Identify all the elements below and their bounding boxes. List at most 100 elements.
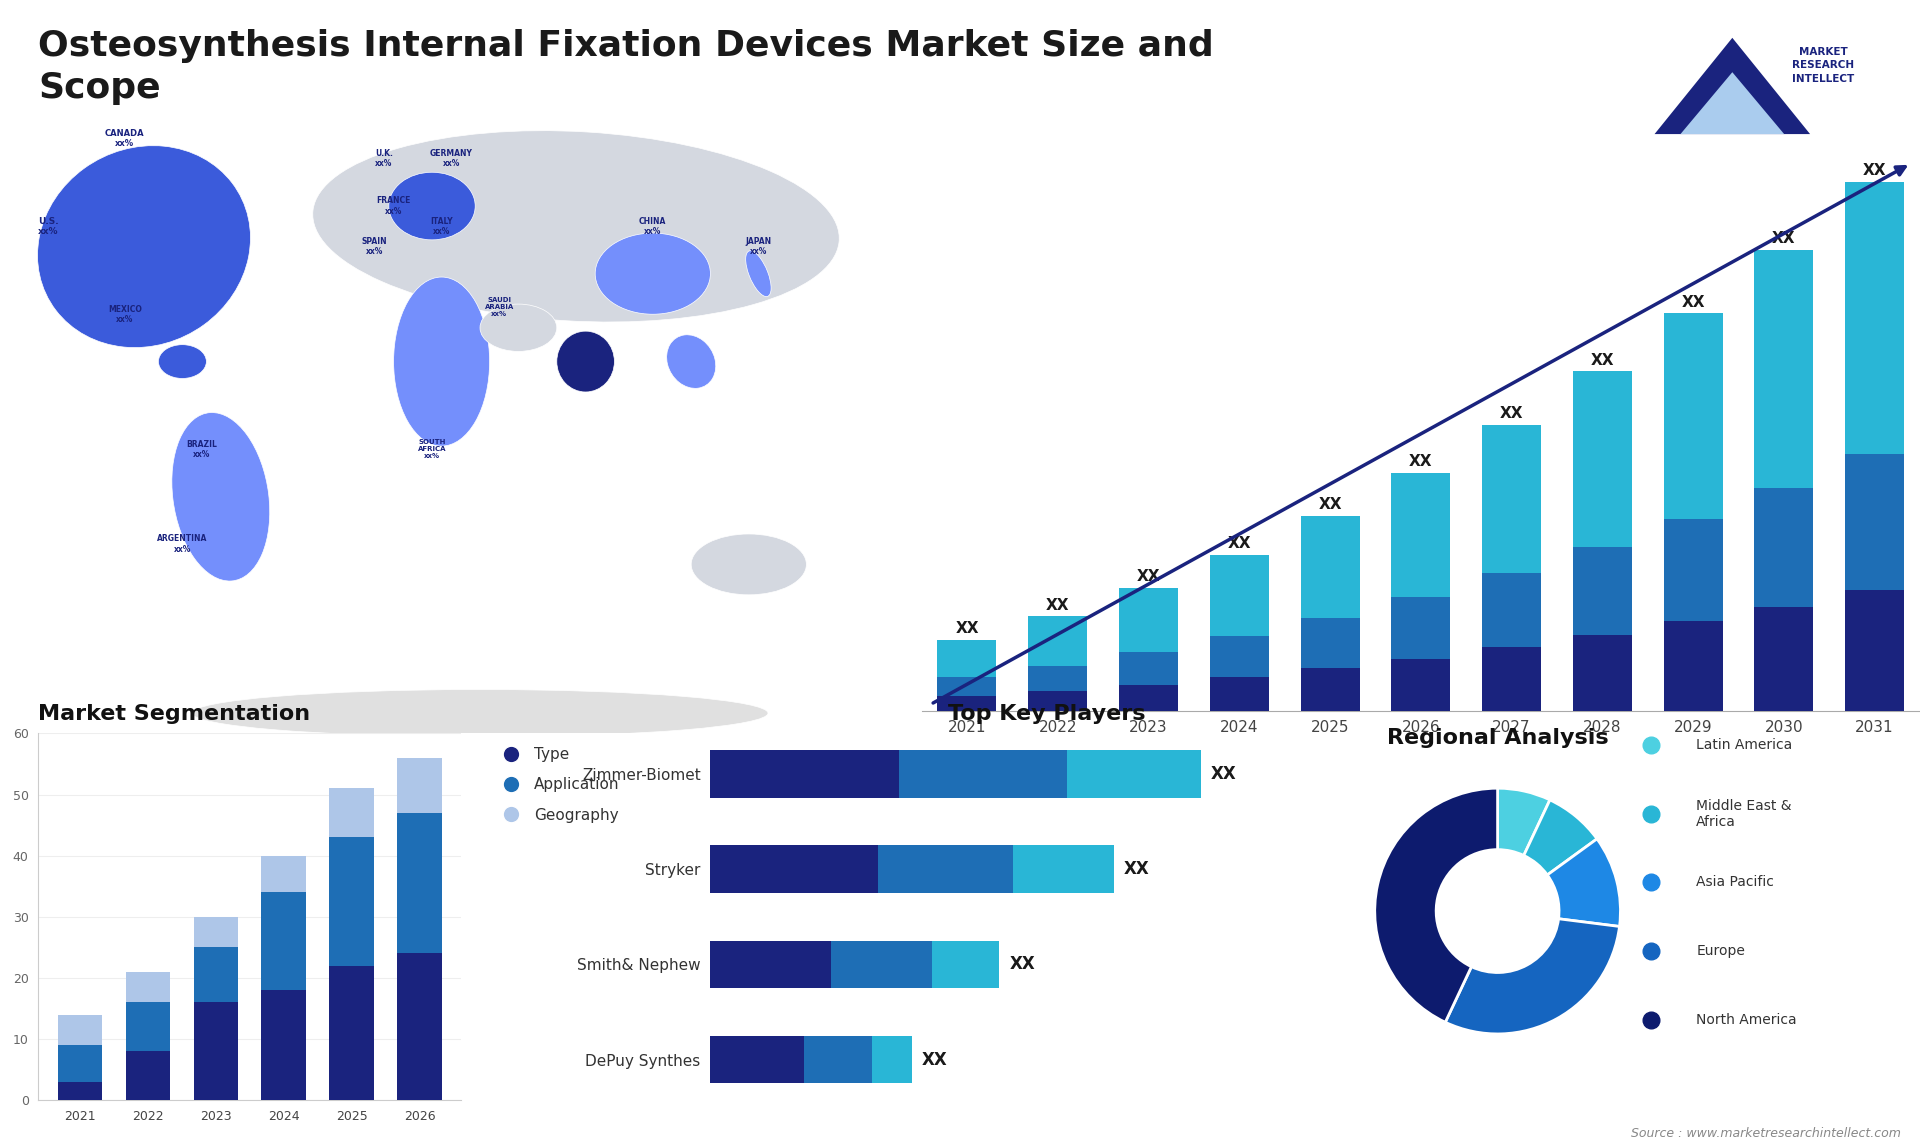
Wedge shape xyxy=(1375,788,1498,1022)
Wedge shape xyxy=(1548,839,1620,926)
Bar xyxy=(1210,677,1269,711)
Text: XX: XX xyxy=(1010,956,1035,973)
Text: XX: XX xyxy=(1772,231,1795,246)
Bar xyxy=(877,846,1014,893)
Title: Top Key Players: Top Key Players xyxy=(948,704,1144,723)
Text: XX: XX xyxy=(1123,861,1150,878)
Text: CANADA
xx%: CANADA xx% xyxy=(106,128,144,148)
Bar xyxy=(1482,573,1542,647)
Bar xyxy=(58,1014,102,1045)
Text: MARKET
RESEARCH
INTELLECT: MARKET RESEARCH INTELLECT xyxy=(1791,47,1855,84)
Text: XX: XX xyxy=(1682,295,1705,309)
Text: North America: North America xyxy=(1695,1013,1797,1027)
Wedge shape xyxy=(1498,788,1549,855)
Legend: Type, Application, Geography: Type, Application, Geography xyxy=(490,741,626,829)
Bar xyxy=(831,941,931,988)
Title: Regional Analysis: Regional Analysis xyxy=(1386,728,1609,747)
Bar xyxy=(194,917,238,948)
Text: XX: XX xyxy=(1590,353,1615,368)
Ellipse shape xyxy=(173,413,269,581)
Bar xyxy=(1029,617,1087,666)
Ellipse shape xyxy=(557,331,614,392)
Bar xyxy=(397,758,442,813)
Bar xyxy=(261,856,305,893)
Bar xyxy=(58,1045,102,1082)
Bar xyxy=(194,948,238,1003)
Text: Europe: Europe xyxy=(1695,944,1745,958)
Bar xyxy=(1029,666,1087,691)
Ellipse shape xyxy=(595,233,710,314)
Bar xyxy=(1663,313,1722,519)
Bar xyxy=(1119,588,1179,652)
Bar xyxy=(1663,519,1722,621)
Text: CHINA
xx%: CHINA xx% xyxy=(639,217,666,236)
Ellipse shape xyxy=(666,335,716,388)
Bar xyxy=(1755,606,1812,711)
Text: U.K.
xx%: U.K. xx% xyxy=(374,149,394,168)
Bar xyxy=(1300,668,1359,711)
Bar xyxy=(330,788,374,838)
Text: Osteosynthesis Internal Fixation Devices Market Size and
Scope: Osteosynthesis Internal Fixation Devices… xyxy=(38,29,1213,104)
Ellipse shape xyxy=(388,172,476,240)
Bar xyxy=(1210,555,1269,636)
Text: SPAIN
xx%: SPAIN xx% xyxy=(361,237,388,257)
Bar xyxy=(1068,751,1202,798)
Bar xyxy=(1029,691,1087,711)
Bar xyxy=(1210,636,1269,677)
Text: XX: XX xyxy=(922,1051,948,1069)
Text: MEXICO
xx%: MEXICO xx% xyxy=(108,305,142,324)
Bar xyxy=(397,953,442,1100)
Text: ITALY
xx%: ITALY xx% xyxy=(430,217,453,236)
Bar xyxy=(710,846,877,893)
Text: ARGENTINA
xx%: ARGENTINA xx% xyxy=(157,534,207,554)
Bar xyxy=(1845,454,1905,590)
Bar xyxy=(872,1036,912,1083)
Text: XX: XX xyxy=(1137,570,1160,584)
Polygon shape xyxy=(1655,38,1811,134)
Bar xyxy=(194,1003,238,1100)
Text: SOUTH
AFRICA
xx%: SOUTH AFRICA xx% xyxy=(419,439,445,460)
Bar xyxy=(1572,547,1632,635)
Text: U.S.
xx%: U.S. xx% xyxy=(38,217,58,236)
Bar xyxy=(58,1082,102,1100)
Bar xyxy=(1572,635,1632,711)
Ellipse shape xyxy=(394,277,490,446)
Text: Middle East &
Africa: Middle East & Africa xyxy=(1695,799,1791,829)
Text: XX: XX xyxy=(1500,406,1523,421)
Text: SAUDI
ARABIA
xx%: SAUDI ARABIA xx% xyxy=(484,298,515,317)
Text: XX: XX xyxy=(1319,497,1342,512)
Ellipse shape xyxy=(480,304,557,352)
Bar xyxy=(1572,371,1632,547)
Bar xyxy=(1300,516,1359,618)
Bar xyxy=(261,990,305,1100)
Ellipse shape xyxy=(691,534,806,595)
Text: Market Segmentation: Market Segmentation xyxy=(38,704,311,723)
Bar xyxy=(330,966,374,1100)
Text: JAPAN
xx%: JAPAN xx% xyxy=(745,237,772,257)
Text: XX: XX xyxy=(1227,536,1252,551)
Bar xyxy=(1014,846,1114,893)
Wedge shape xyxy=(1524,800,1597,874)
Text: GERMANY
xx%: GERMANY xx% xyxy=(430,149,472,168)
Bar xyxy=(125,972,169,1003)
Bar xyxy=(1119,684,1179,711)
Bar xyxy=(899,751,1068,798)
Bar xyxy=(710,751,899,798)
Ellipse shape xyxy=(157,345,205,378)
Wedge shape xyxy=(1446,919,1619,1034)
Text: Source : www.marketresearchintellect.com: Source : www.marketresearchintellect.com xyxy=(1630,1128,1901,1140)
Text: XX: XX xyxy=(1862,164,1885,179)
Ellipse shape xyxy=(313,131,839,322)
Bar xyxy=(933,941,998,988)
Bar xyxy=(937,677,996,696)
Text: XX: XX xyxy=(1409,454,1432,469)
Bar xyxy=(261,893,305,990)
Bar xyxy=(1845,182,1905,454)
Text: XX: XX xyxy=(1212,764,1236,783)
Bar xyxy=(125,1051,169,1100)
Bar xyxy=(1392,597,1450,659)
Text: BRAZIL
xx%: BRAZIL xx% xyxy=(186,440,217,460)
Bar xyxy=(937,696,996,711)
Bar xyxy=(1663,621,1722,711)
Bar xyxy=(1845,590,1905,711)
